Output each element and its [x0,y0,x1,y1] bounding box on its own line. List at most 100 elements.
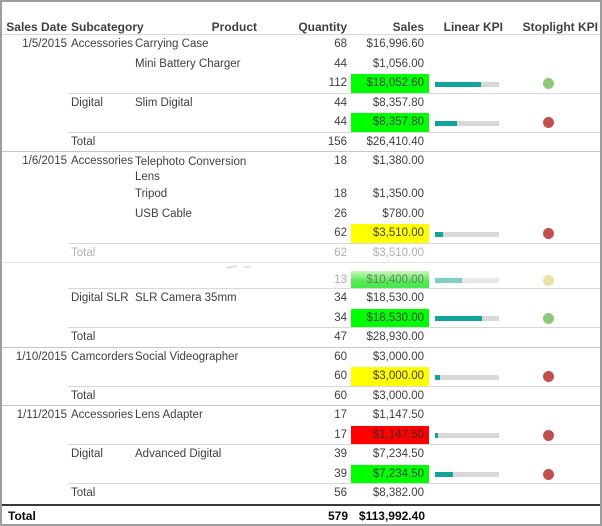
linear-gauge-fill [435,231,443,237]
column-header-linear-kpi: Linear KPI [443,20,503,34]
product-row: 1/10/2015 Camcorders Social Videographer 60… [2,348,600,368]
linear-gauge-fill [435,81,482,87]
stoplight-indicator-red [543,429,554,441]
cell-sales: $7,234.50 [351,464,429,484]
product-row: 1/6/2015 Accessories Telephoto Conversion … [2,152,600,185]
total-row: Total 60 $3,000.00 [2,387,600,407]
column-header-stoplight-kpi: Stoplight KPI [522,20,598,34]
cell-sales: $16,996.60 [366,38,424,50]
total-row: Total 47 $28,930.00 [2,328,600,348]
linear-gauge [435,277,499,283]
product-row: 1/11/2015 Accessories Lens Adapter 17 $1,147… [2,406,600,426]
cell-sales: $1,147.50 [372,409,424,421]
cell-sales: $7,234.50 [372,448,424,460]
cell-sales-date: 1/5/2015 [22,38,67,50]
cell-sales: $1,380.00 [372,155,424,167]
cell-subcategory: Accessories [71,155,133,167]
linear-gauge-fill [435,374,441,380]
stoplight-indicator-red [543,371,554,382]
cell-sales: $8,382.00 [372,487,424,499]
stoplight-indicator-yellow [543,274,554,286]
cell-linear-kpi [435,465,499,477]
cell-total-label: Total [71,487,96,499]
stoplight-indicator-green [543,78,554,89]
cell-quantity: 60 [334,370,347,382]
subtotal-row: 60 $3,000.00 [2,367,600,387]
cell-sales-date: 1/10/2015 [15,350,67,363]
subtotal-row: 44 $8,357.80 [2,113,600,133]
subtotal-row: 39 $7,234.50 [2,464,600,484]
cell-sales: $3,510.00 [351,224,429,244]
cell-subcategory: Digital [71,96,103,109]
cell-sales: $3,000.00 [372,389,424,402]
cell-subcategory: Camcorders [71,350,134,363]
cell-sales: $780.00 [382,207,424,220]
grand-total-quantity: 579 [327,508,348,523]
cell-sales: $8,357.80 [351,113,429,133]
cell-quantity: 156 [327,135,347,148]
cell-total-label: Total [71,246,96,259]
cell-quantity: 39 [334,448,347,460]
cell-linear-kpi [435,74,499,87]
column-header-sales: Sales [392,20,424,34]
cell-quantity: 26 [334,207,347,220]
linear-gauge-fill [435,120,457,126]
cell-product: Carrying Case [135,38,209,50]
linear-gauge [435,231,499,237]
cell-linear-kpi [435,367,499,380]
cell-quantity: 56 [334,487,347,499]
cell-quantity: 13 [334,274,347,286]
cell-quantity: 44 [334,116,347,128]
cell-sales: $26,410.40 [366,135,424,148]
faded-text-remnant [225,265,238,269]
product-row: USB Cable 26 $780.00 [2,205,600,225]
cell-subcategory: Digital SLR [71,292,129,304]
product-row: Digital Slim Digital 44 $8,357.80 [2,94,600,114]
linear-gauge-fill [435,316,482,321]
cell-linear-kpi [435,224,499,237]
total-row: Total 156 $26,410.40 [2,133,600,153]
ghost-gap-row [2,263,600,271]
table-body: 1/5/2015 Accessories Carrying Case 68 $16,99… [2,35,600,504]
cell-product: Tripod [135,188,168,200]
grand-total-sales: $113,992.40 [358,508,425,523]
cell-product: USB Cable [135,207,192,220]
cell-product: Telephoto Conversion Lens [135,155,247,183]
linear-gauge [435,120,499,126]
linear-gauge-fill [435,472,453,477]
stoplight-indicator-green [543,312,554,324]
cell-quantity: 17 [334,428,347,441]
cell-product: Advanced Digital [135,448,222,460]
cell-sales: $3,510.00 [372,246,424,259]
linear-gauge [435,81,499,87]
cell-product: Social Videographer [135,350,239,363]
subtotal-row: 17 $1,147.50 [2,425,600,445]
cell-quantity: 62 [334,246,347,259]
cell-quantity: 18 [334,188,347,200]
subtotal-row: 62 $3,510.00 [2,224,600,244]
product-row: Digital Advanced Digital 39 $7,234.50 [2,445,600,465]
cell-quantity: 60 [334,350,347,363]
cell-sales: $1,056.00 [372,57,424,70]
cell-sales-date: 1/11/2015 [16,409,67,421]
linear-gauge [435,472,499,477]
subtotal-row: 13 $10,400.00 [2,271,600,289]
cell-subcategory: Digital [71,448,103,460]
cell-subcategory: Accessories [71,409,133,421]
cell-quantity: 62 [334,227,347,239]
cell-quantity: 44 [334,96,347,109]
product-row: Tripod 18 $1,350.00 [2,185,600,205]
cell-sales-date: 1/6/2015 [22,155,67,167]
linear-gauge [435,316,499,321]
cell-product: Mini Battery Charger [135,57,241,70]
cell-linear-kpi [435,271,499,283]
cell-quantity: 18 [334,155,347,167]
linear-gauge [435,374,499,380]
cell-sales: $3,000.00 [351,367,429,387]
grand-total-label: Total [8,508,36,523]
linear-gauge [435,433,499,438]
cell-product: Lens Adapter [135,409,203,421]
faded-text-remnant [244,266,251,268]
cell-sales: $28,930.00 [366,331,424,343]
